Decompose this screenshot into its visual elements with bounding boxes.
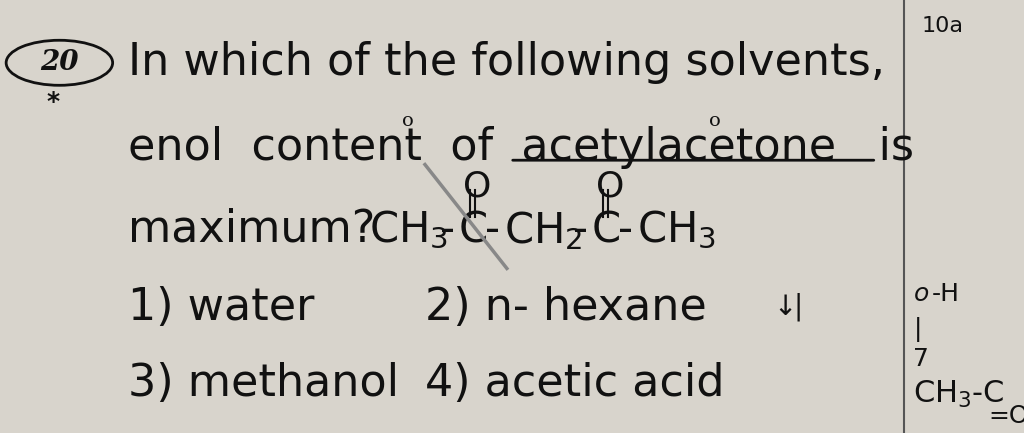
Text: -: - bbox=[573, 210, 589, 251]
Text: C: C bbox=[459, 210, 487, 251]
Text: -: - bbox=[440, 210, 456, 251]
Text: o: o bbox=[913, 282, 929, 307]
Text: -H: -H bbox=[932, 282, 959, 307]
Text: =O: =O bbox=[988, 404, 1024, 428]
Text: 20: 20 bbox=[40, 49, 79, 76]
Text: O: O bbox=[596, 169, 625, 203]
Text: enol  content  of  acetylacetone   is: enol content of acetylacetone is bbox=[128, 126, 914, 169]
Text: 7: 7 bbox=[913, 347, 930, 372]
Text: o: o bbox=[709, 112, 721, 130]
Text: o: o bbox=[401, 112, 414, 130]
Text: |: | bbox=[913, 317, 922, 342]
Text: 1) water: 1) water bbox=[128, 286, 314, 329]
Text: 4) acetic acid: 4) acetic acid bbox=[425, 362, 724, 405]
Text: In which of the following solvents,: In which of the following solvents, bbox=[128, 41, 885, 84]
Text: 10a: 10a bbox=[922, 16, 964, 36]
Text: -: - bbox=[618, 210, 634, 251]
Text: CH$_3$-C: CH$_3$-C bbox=[913, 378, 1006, 410]
Text: CH$_3$: CH$_3$ bbox=[369, 209, 447, 252]
Text: maximum?: maximum? bbox=[128, 208, 376, 251]
Text: CH$_3$: CH$_3$ bbox=[637, 209, 716, 252]
Text: $\downarrow\!\!|$: $\downarrow\!\!|$ bbox=[768, 291, 801, 323]
Text: *: * bbox=[47, 90, 59, 114]
Text: C: C bbox=[592, 210, 621, 251]
Text: -: - bbox=[485, 210, 501, 251]
Text: 3) methanol: 3) methanol bbox=[128, 362, 399, 405]
Text: O: O bbox=[463, 169, 492, 203]
Text: 2) n- hexane: 2) n- hexane bbox=[425, 286, 707, 329]
Text: CH$_2$: CH$_2$ bbox=[504, 209, 583, 252]
